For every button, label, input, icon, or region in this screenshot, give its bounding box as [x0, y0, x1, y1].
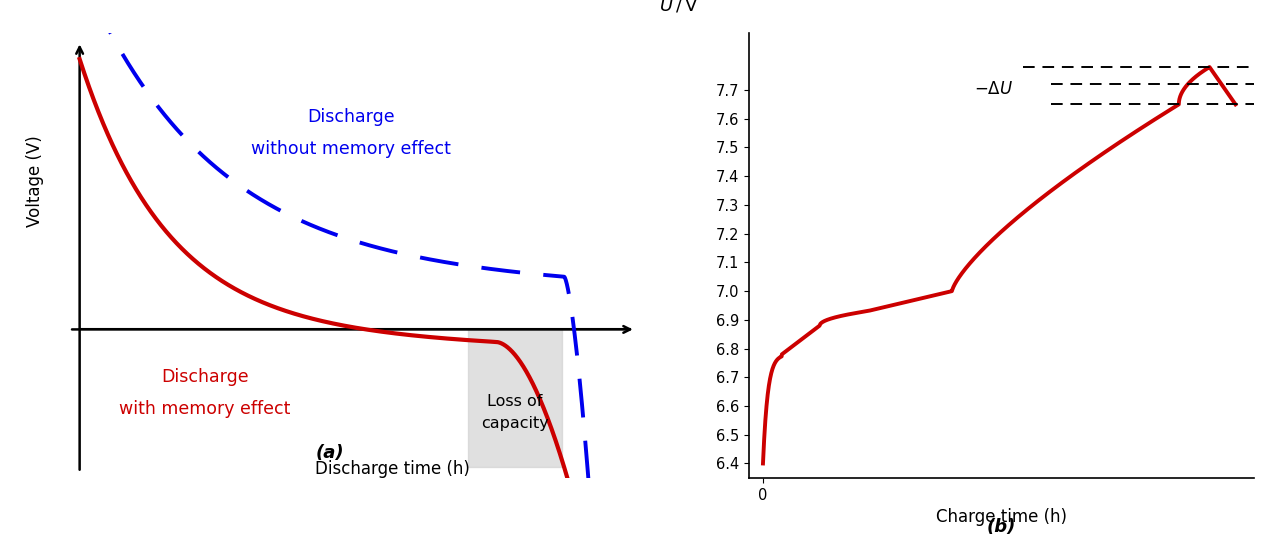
Bar	[467, 330, 562, 467]
Text: Discharge
with memory effect: Discharge with memory effect	[119, 368, 291, 418]
Text: Discharge time (h): Discharge time (h)	[315, 460, 470, 478]
Text: $-\Delta U$: $-\Delta U$	[974, 80, 1014, 98]
Text: Loss of
capacity: Loss of capacity	[481, 394, 549, 431]
Text: (a): (a)	[315, 444, 344, 462]
Text: $U\,/\,\mathrm{V}$: $U\,/\,\mathrm{V}$	[659, 0, 699, 15]
Text: Discharge
without memory effect: Discharge without memory effect	[251, 108, 451, 159]
Text: (b): (b)	[987, 518, 1016, 536]
X-axis label: Charge time (h): Charge time (h)	[936, 508, 1068, 526]
Text: Voltage (V): Voltage (V)	[27, 135, 45, 227]
